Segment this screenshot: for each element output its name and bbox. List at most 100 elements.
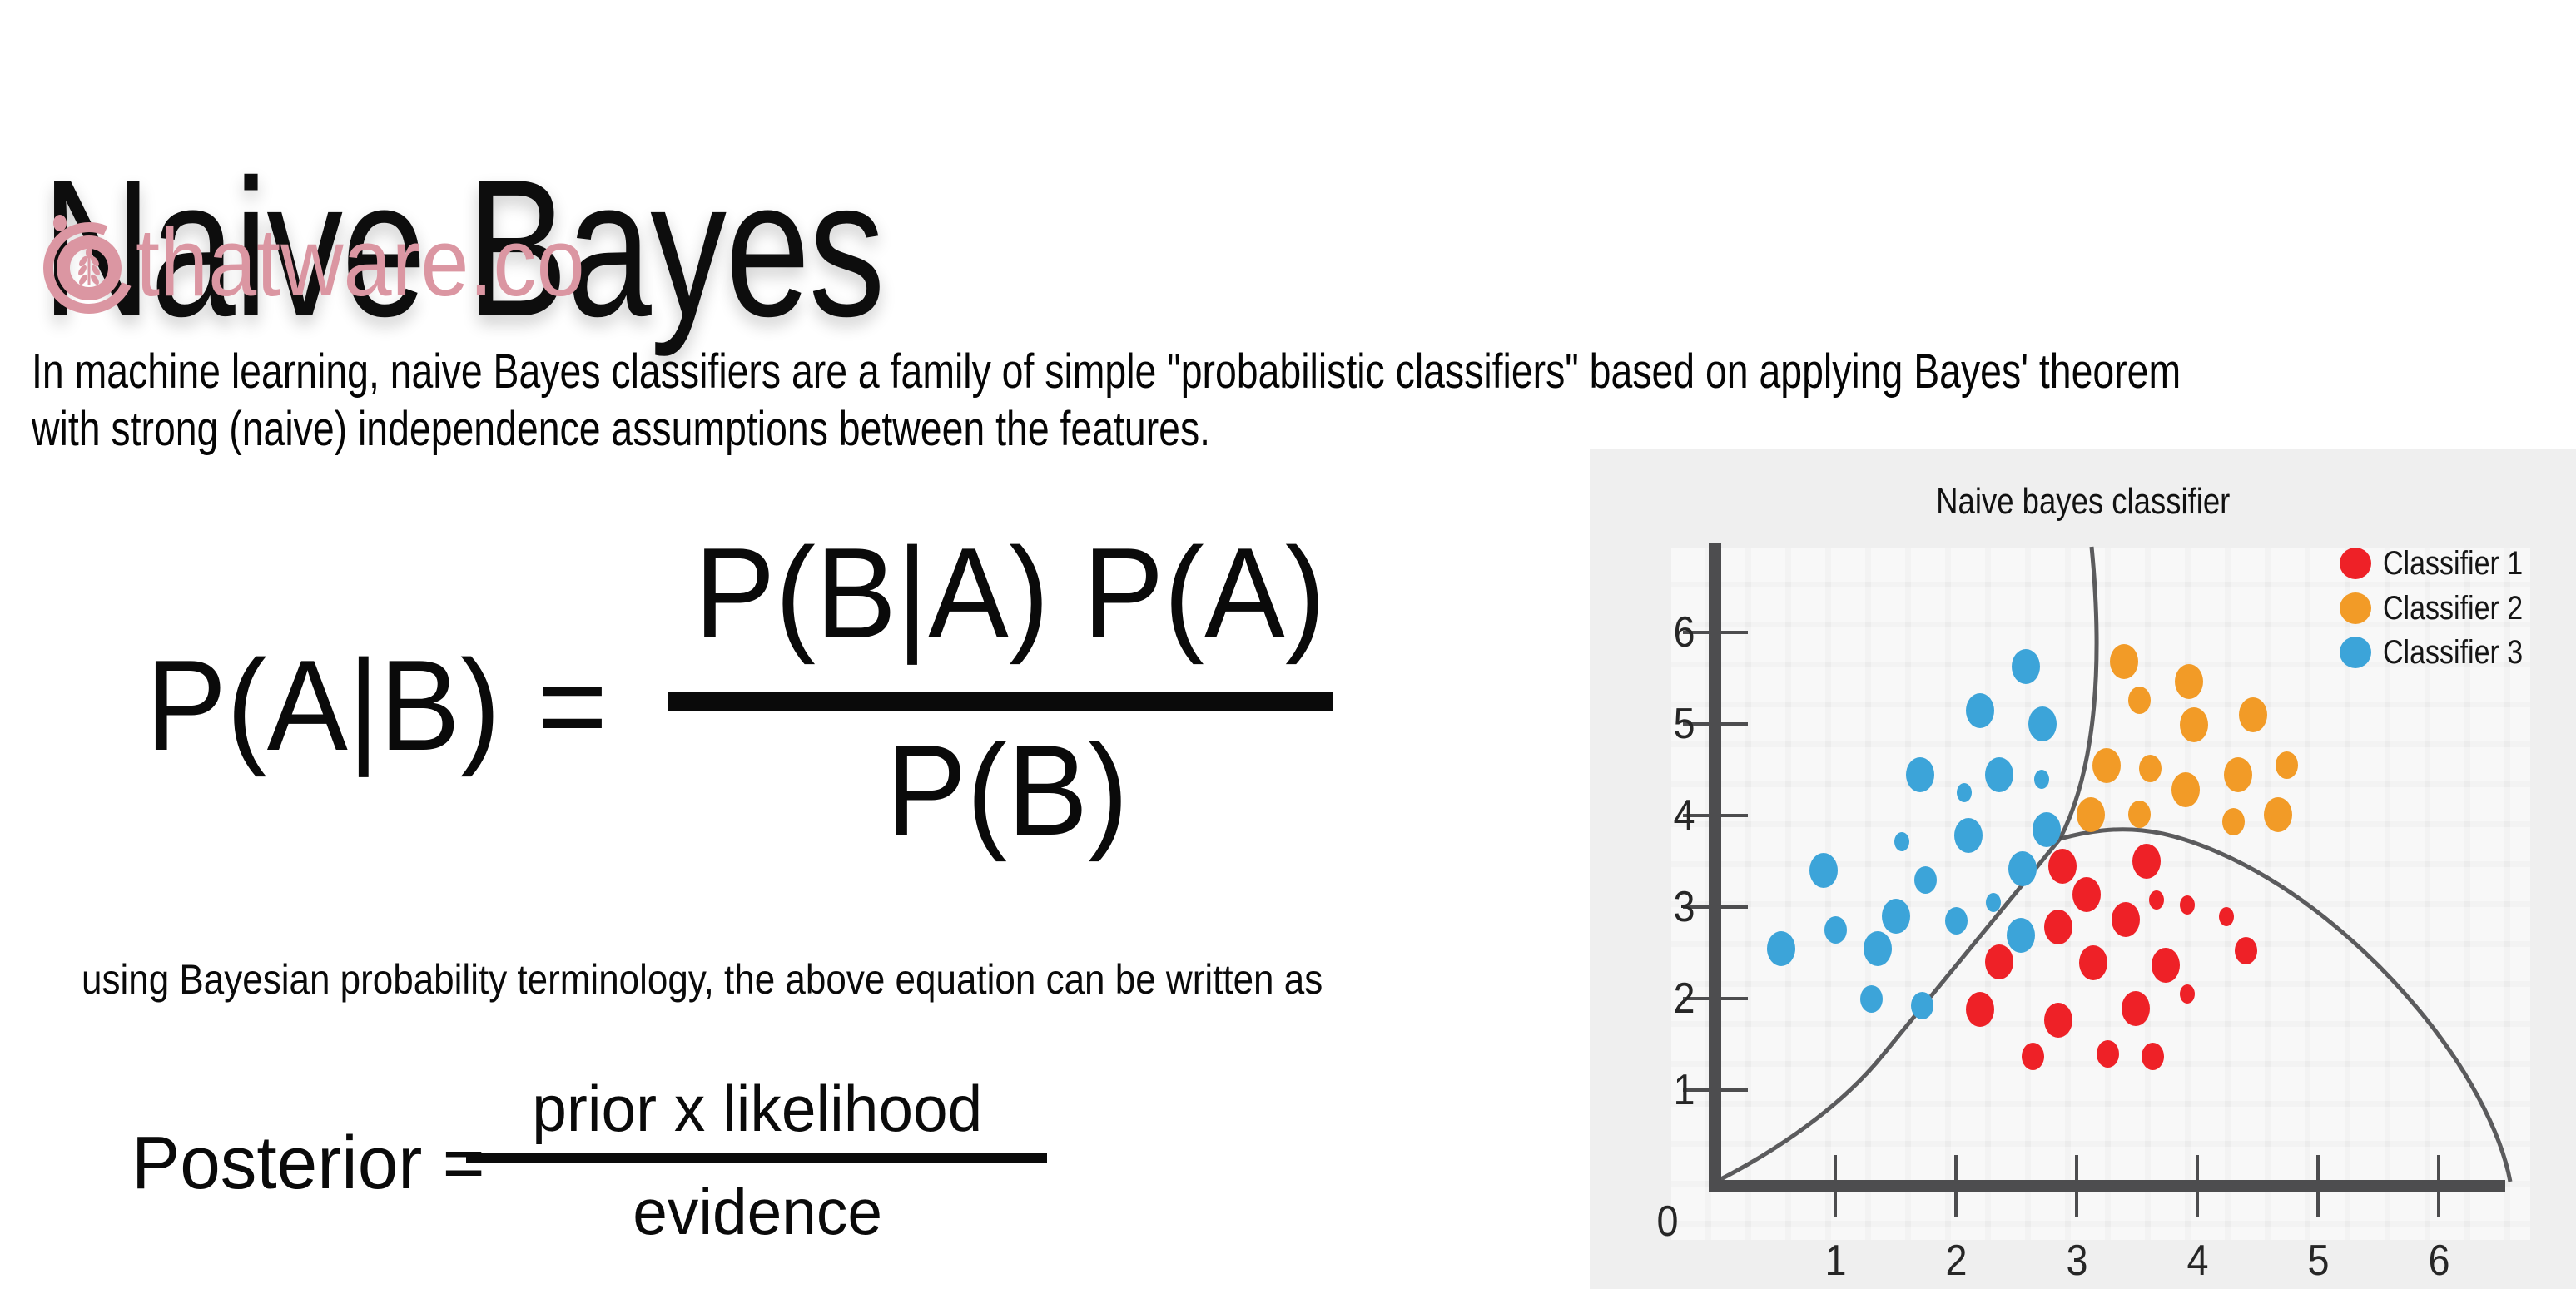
chart-panel: Naive bayes classifier 0 1 2 3 4 5 6 1 2 3 4 5 6 Cl… [1590,449,2576,1289]
data-point [1881,899,1910,934]
data-point [1966,992,1994,1028]
data-point [1985,893,2001,912]
x-tick-label: 3 [2065,1237,2088,1285]
legend-item: Classifier 3 [2340,634,2548,671]
data-point [2122,991,2151,1027]
data-point [2141,1042,2164,1070]
data-point [1863,930,1892,966]
y-tick-label: 4 [1673,791,1695,840]
data-point [1894,832,1909,852]
x-tick [1954,1155,1958,1217]
y-tick [1683,905,1748,909]
legend-label: Classifier 1 [2383,545,2524,582]
data-point [2138,755,2162,783]
intro-paragraph: In machine learning, naive Bayes classif… [32,343,2576,458]
data-point [1957,783,1973,802]
data-point [2179,707,2208,743]
data-point [2275,751,2298,779]
y-tick-label: 5 [1673,700,1695,748]
data-point [2234,937,2257,965]
data-point [2218,906,2234,926]
data-point [2077,796,2106,832]
bayes-formula-numerator: P(B|A) P(A) [694,521,1326,665]
data-point [1985,756,2014,792]
posterior-formula-numerator: prior x likelihood [532,1072,983,1145]
chart-title: Naive bayes classifier [1935,481,2231,522]
data-point [2109,644,2138,680]
y-tick-label: 1 [1673,1066,1695,1114]
data-point [1910,992,1933,1020]
decision-boundary-top [2057,546,2099,840]
data-point [2174,664,2203,700]
x-tick-label: 5 [2306,1237,2330,1285]
legend-label: Classifier 2 [2383,589,2524,627]
data-point [2022,1042,2045,1070]
legend-swatch-icon [2340,592,2371,624]
data-point [2148,890,2164,910]
data-point [2180,895,2196,915]
data-point [2097,1039,2120,1068]
legend-item: Classifier 2 [2340,589,2548,627]
data-point [1766,930,1795,966]
posterior-formula-denominator: evidence [633,1175,882,1248]
x-axis [1709,1180,2505,1192]
data-point [2224,756,2253,792]
bayes-formula-lhs: P(A|B) [146,633,501,777]
data-point [1809,853,1838,888]
data-point [2008,850,2037,886]
y-tick [1683,997,1748,1000]
wheat-icon [78,247,100,285]
data-point [2127,686,2151,714]
bayes-formula-equals: = [537,633,608,777]
brand-logo [37,213,139,322]
x-tick [1834,1155,1837,1217]
data-point [2222,808,2245,836]
data-point [2033,769,2049,789]
decision-boundary-right [2059,827,2513,1182]
data-point [2032,811,2061,847]
origin-label: 0 [1655,1197,1679,1246]
data-point [2132,844,2162,879]
legend-item: Classifier 1 [2340,545,2548,582]
data-point [1824,916,1847,944]
x-tick [2196,1155,2199,1217]
data-point [2044,1003,2073,1039]
x-tick [2075,1155,2078,1217]
data-point [2238,697,2267,732]
legend-swatch-icon [2340,637,2371,668]
data-point [1953,818,1983,854]
legend-label: Classifier 3 [2383,634,2524,671]
fraction-bar [668,692,1333,711]
x-tick-label: 6 [2427,1237,2450,1285]
x-tick-label: 4 [2186,1237,2209,1285]
decision-boundaries [1715,546,2513,1184]
data-point [1944,907,1968,935]
data-point [2092,747,2122,783]
y-tick [1683,1088,1748,1092]
legend-swatch-icon [2340,548,2371,579]
y-tick [1683,814,1748,817]
fraction-bar [466,1153,1047,1163]
y-axis [1709,543,1721,1192]
y-tick [1683,631,1748,634]
intro-line-2: with strong (naive) independence assumpt… [32,402,1211,456]
data-point [2047,848,2077,884]
y-tick [1683,722,1748,726]
data-point [1985,944,2014,979]
x-tick-label: 2 [1944,1237,1968,1285]
data-point [2012,648,2041,684]
data-point [1860,984,1883,1013]
data-point [1966,692,1994,728]
data-point [2079,945,2108,981]
data-point [2180,984,2196,1004]
data-point [2112,902,2141,938]
x-tick-label: 1 [1824,1237,1847,1285]
data-point [2171,772,2200,808]
page-title: Naive Bayes [42,138,885,358]
data-point [2127,801,2151,829]
y-tick-label: 3 [1673,883,1695,931]
posterior-formula-lhs: Posterior = [132,1122,485,1205]
bayes-formula-denominator: P(B) [886,718,1129,862]
data-point [2007,918,2036,954]
data-point [1914,865,1938,894]
